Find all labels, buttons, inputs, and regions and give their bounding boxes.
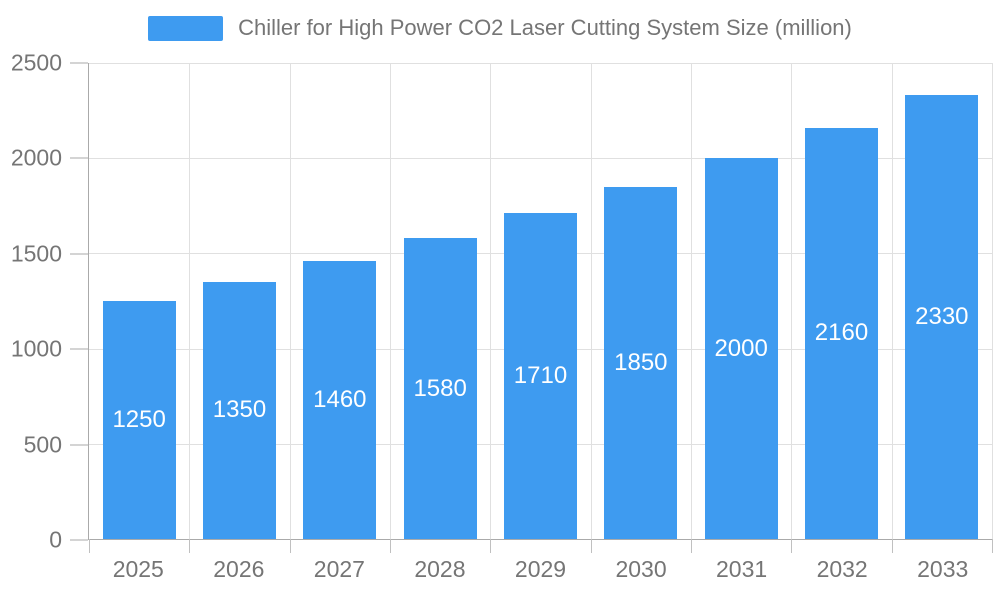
legend-label: Chiller for High Power CO2 Laser Cutting…	[238, 15, 852, 40]
bar[interactable]: 1580	[403, 238, 477, 539]
bar-value-label: 1350	[212, 396, 267, 424]
v-gridline	[490, 63, 492, 539]
bar[interactable]: 2000	[704, 158, 778, 539]
bar[interactable]: 1350	[202, 281, 277, 539]
bar[interactable]: 1460	[303, 261, 377, 539]
plot-area: 1250 1350 1460 1580 1710 1850 2000 2160 2330	[88, 63, 993, 553]
bar[interactable]: 1250	[102, 301, 176, 539]
bar-value-label: 1850	[614, 348, 668, 376]
x-tick-mark	[690, 539, 692, 553]
bar-value-label: 1250	[112, 406, 166, 433]
bar[interactable]: 1850	[604, 186, 678, 539]
x-tick-label: 2030	[615, 556, 667, 582]
y-tick-mark	[70, 348, 88, 350]
x-tick-mark	[590, 539, 592, 553]
v-gridline	[289, 63, 291, 539]
bar-value-label: 2160	[814, 319, 869, 347]
legend-swatch	[148, 15, 224, 41]
x-tick-label: 2033	[917, 556, 969, 582]
y-axis: 0 500 1000 1500 2000 2500	[0, 50, 88, 553]
bar[interactable]: 2160	[804, 127, 879, 539]
x-tick-label: 2031	[716, 556, 768, 582]
x-tick-label: 2032	[816, 556, 868, 582]
y-tick-mark	[70, 157, 88, 159]
y-tick-mark	[70, 539, 88, 541]
y-tick-label: 500	[23, 431, 62, 458]
legend[interactable]: Chiller for High Power CO2 Laser Cutting…	[0, 15, 1000, 41]
x-tick-mark	[89, 539, 90, 553]
bar-value-label: 2000	[714, 334, 768, 362]
bar-value-label: 1460	[313, 386, 367, 414]
x-tick-label: 2027	[313, 556, 365, 582]
x-tick-label: 2026	[213, 556, 265, 582]
bar-value-label: 1710	[513, 362, 568, 390]
h-gridline	[89, 63, 992, 64]
v-gridline	[590, 63, 592, 539]
x-tick-mark	[389, 539, 391, 553]
y-tick-label: 1000	[10, 335, 62, 362]
y-tick-mark	[70, 444, 88, 446]
y-tick-label: 0	[49, 526, 62, 553]
v-gridline	[891, 63, 893, 539]
x-tick-mark	[891, 539, 893, 553]
x-tick-mark	[992, 539, 993, 553]
x-axis: 2025 2026 2027 2028 2029 2030 2031 2032 2033	[88, 552, 993, 588]
y-tick-mark	[70, 62, 88, 64]
x-tick-mark	[490, 539, 492, 553]
bar-value-label: 2330	[915, 303, 969, 331]
y-tick-label: 1500	[10, 240, 62, 267]
bar-value-label: 1580	[413, 374, 467, 402]
y-tick-label: 2500	[10, 49, 62, 76]
bar[interactable]: 1710	[503, 213, 578, 539]
bar[interactable]: 2330	[905, 95, 979, 539]
x-tick-label: 2025	[112, 556, 164, 582]
x-tick-mark	[189, 539, 191, 553]
v-gridline	[690, 63, 692, 539]
h-gridline	[89, 158, 992, 160]
y-tick-label: 2000	[10, 144, 62, 171]
x-tick-label: 2029	[514, 556, 567, 582]
x-tick-label: 2028	[414, 556, 466, 582]
x-tick-mark	[791, 539, 793, 553]
v-gridline	[189, 63, 191, 539]
v-gridline	[791, 63, 793, 539]
v-gridline	[389, 63, 391, 539]
x-tick-mark	[289, 539, 291, 553]
y-tick-mark	[70, 253, 88, 255]
